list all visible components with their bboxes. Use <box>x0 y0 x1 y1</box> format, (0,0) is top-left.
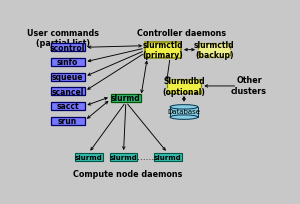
Ellipse shape <box>170 115 198 120</box>
Text: slurmd: slurmd <box>75 154 103 160</box>
FancyBboxPatch shape <box>145 43 181 58</box>
FancyBboxPatch shape <box>51 59 85 67</box>
Text: Other
clusters: Other clusters <box>231 76 267 95</box>
FancyBboxPatch shape <box>75 153 103 161</box>
FancyBboxPatch shape <box>51 88 85 96</box>
FancyBboxPatch shape <box>51 117 85 125</box>
FancyBboxPatch shape <box>154 153 182 161</box>
Text: slurmd: slurmd <box>110 154 137 160</box>
Text: slurmctld
(primary): slurmctld (primary) <box>143 41 183 60</box>
Text: squeue: squeue <box>52 73 83 82</box>
Text: Slurmdbd
(optional): Slurmdbd (optional) <box>163 77 206 96</box>
FancyBboxPatch shape <box>51 73 85 81</box>
Text: Compute node daemons: Compute node daemons <box>74 169 183 178</box>
Text: User commands
(partial list): User commands (partial list) <box>27 28 99 48</box>
Text: Database: Database <box>167 109 200 115</box>
Text: slurmctld
(backup): slurmctld (backup) <box>194 41 235 60</box>
Text: slurmd: slurmd <box>154 154 182 160</box>
FancyBboxPatch shape <box>51 44 85 52</box>
Text: scancel: scancel <box>52 87 84 96</box>
FancyBboxPatch shape <box>170 107 198 118</box>
Text: sinfo: sinfo <box>57 58 78 67</box>
Ellipse shape <box>170 105 198 110</box>
FancyBboxPatch shape <box>51 102 85 111</box>
Text: slurmd: slurmd <box>111 94 141 103</box>
FancyBboxPatch shape <box>110 153 137 161</box>
FancyBboxPatch shape <box>167 79 201 94</box>
FancyBboxPatch shape <box>111 94 141 102</box>
Text: scontrol: scontrol <box>50 44 86 52</box>
Text: srun: srun <box>58 117 77 126</box>
FancyBboxPatch shape <box>198 43 230 58</box>
Text: sacct: sacct <box>56 102 79 111</box>
Text: ......: ...... <box>137 153 154 162</box>
Text: Controller daemons: Controller daemons <box>137 28 226 37</box>
